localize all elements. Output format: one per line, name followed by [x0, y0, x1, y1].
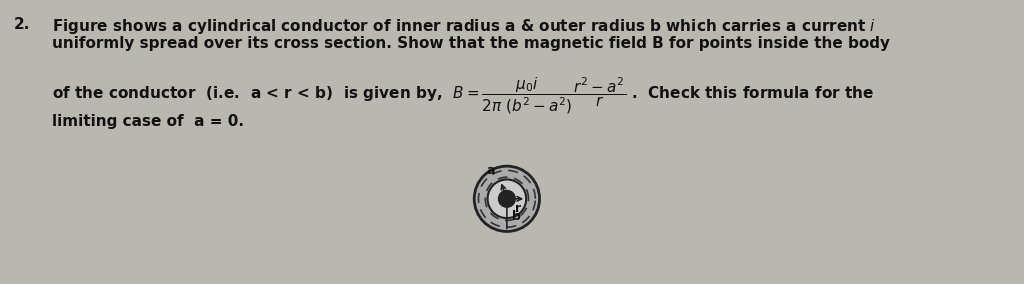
- Text: of the conductor  (i.e.  a < r < b)  is given by,  $B = \dfrac{\mu_0 i}{2\pi\ (b: of the conductor (i.e. a < r < b) is giv…: [52, 76, 874, 116]
- Circle shape: [498, 190, 516, 208]
- Text: Figure shows a cylindrical conductor of inner radius a & outer radius b which ca: Figure shows a cylindrical conductor of …: [52, 17, 877, 36]
- Text: 2.: 2.: [14, 17, 31, 32]
- Text: b: b: [512, 210, 521, 223]
- Text: uniformly spread over its cross section. Show that the magnetic field B for poin: uniformly spread over its cross section.…: [52, 36, 890, 51]
- Text: r: r: [515, 202, 521, 215]
- Circle shape: [487, 179, 526, 218]
- Text: limiting case of  a = 0.: limiting case of a = 0.: [52, 114, 244, 129]
- Circle shape: [474, 166, 540, 231]
- Text: a: a: [486, 164, 496, 177]
